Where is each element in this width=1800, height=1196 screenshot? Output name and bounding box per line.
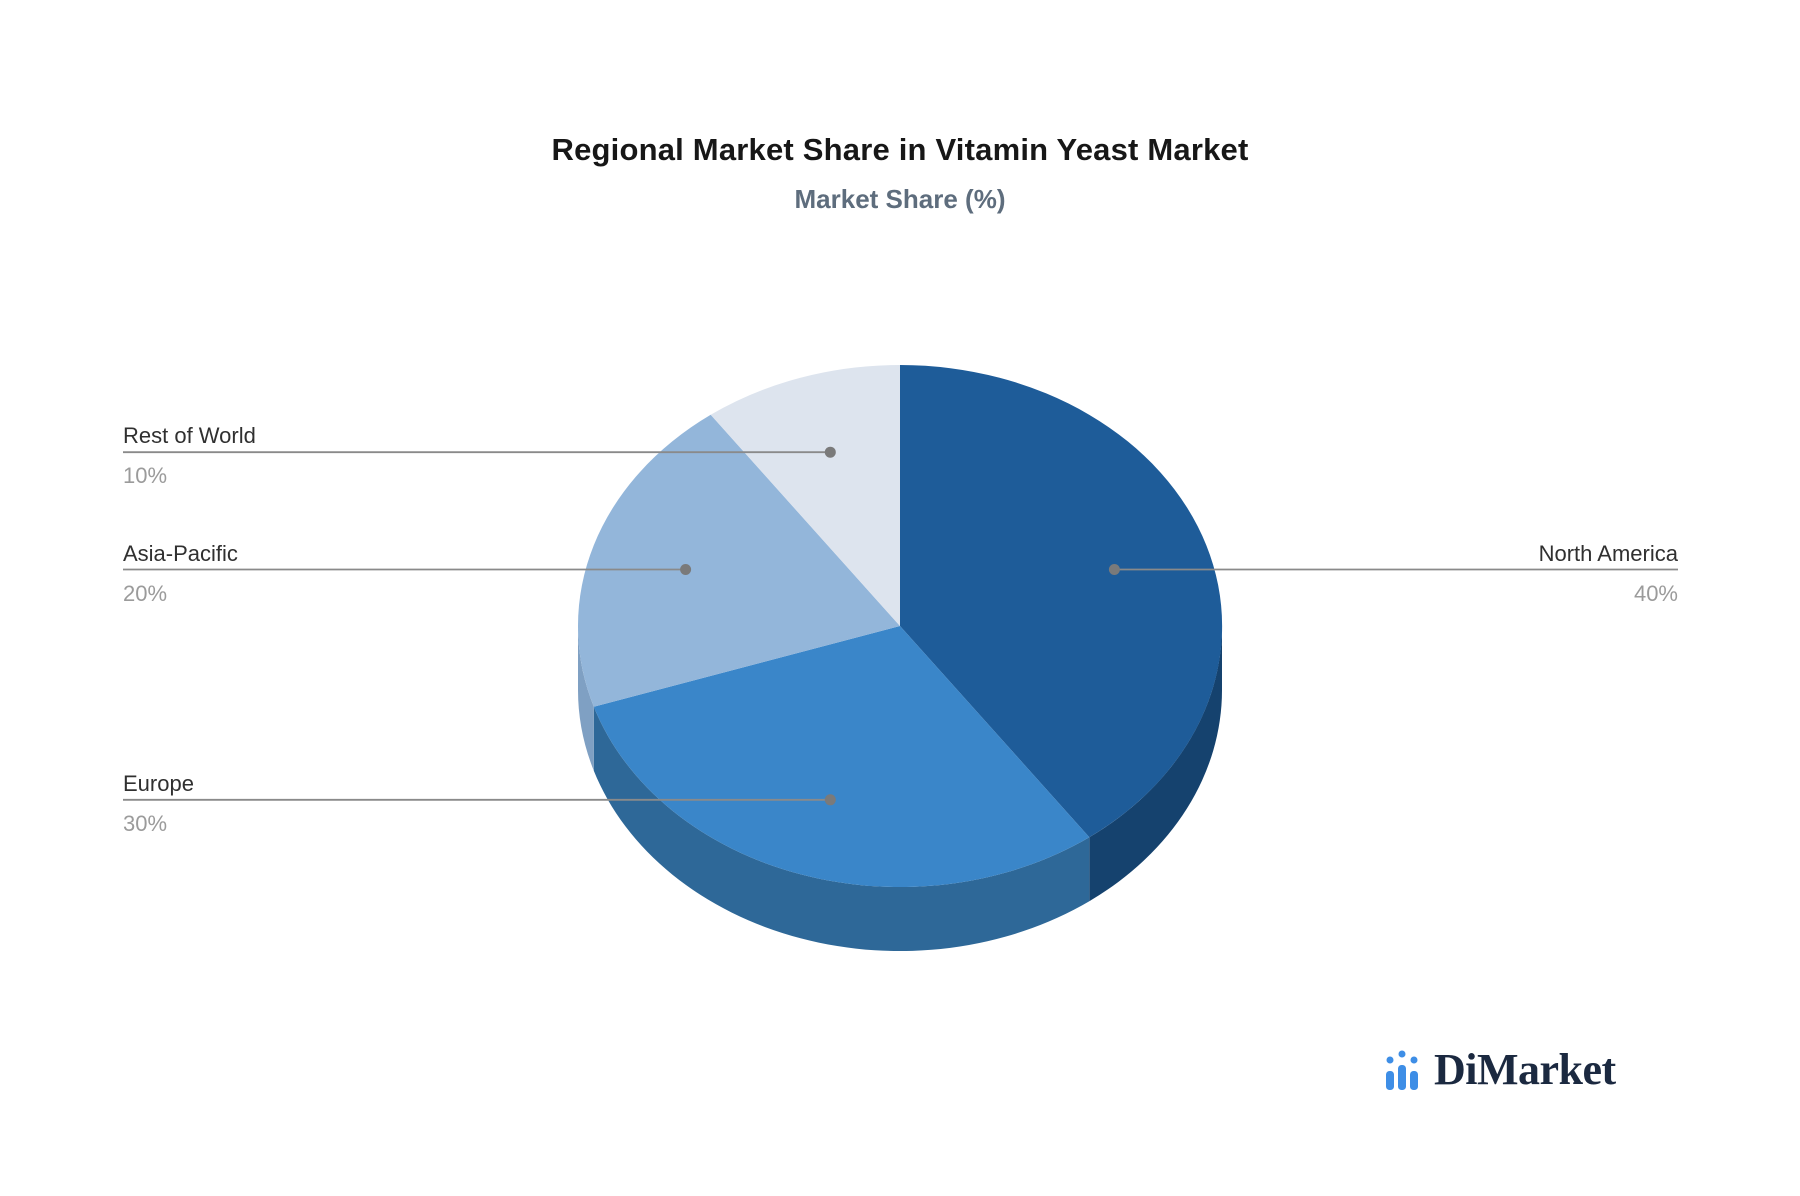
callout-dot-2 xyxy=(680,564,692,575)
callout-dot-3 xyxy=(824,446,836,458)
brand-name: DiMarket xyxy=(1434,1045,1616,1094)
slice-percent: 20% xyxy=(123,580,168,606)
chart-title: Regional Market Share in Vitamin Yeast M… xyxy=(551,132,1249,167)
slice-label: Asia-Pacific xyxy=(123,540,238,566)
pie-slice-side-2 xyxy=(578,626,594,771)
callout-dot-0 xyxy=(1108,564,1120,575)
brand-logo: DiMarket xyxy=(1385,1042,1616,1094)
pie-slice-3[interactable] xyxy=(710,364,900,626)
pie-slice-1[interactable] xyxy=(593,626,1090,888)
pie-slice-0[interactable] xyxy=(900,365,1223,838)
slice-percent: 40% xyxy=(1633,580,1678,606)
pie-slice-2[interactable] xyxy=(577,414,900,707)
slice-percent: 30% xyxy=(123,810,168,836)
slice-label: Rest of World xyxy=(123,423,256,449)
slice-label: Europe xyxy=(123,770,194,796)
slice-percent: 10% xyxy=(123,463,168,489)
callout-dot-1 xyxy=(824,794,836,806)
chart-subtitle: Market Share (%) xyxy=(794,184,1006,214)
pie-slice-side-1 xyxy=(593,706,1090,952)
bar-chart-icon xyxy=(1386,1050,1418,1090)
pie-slice-side-0 xyxy=(1089,626,1223,902)
slice-label: North America xyxy=(1538,540,1678,566)
